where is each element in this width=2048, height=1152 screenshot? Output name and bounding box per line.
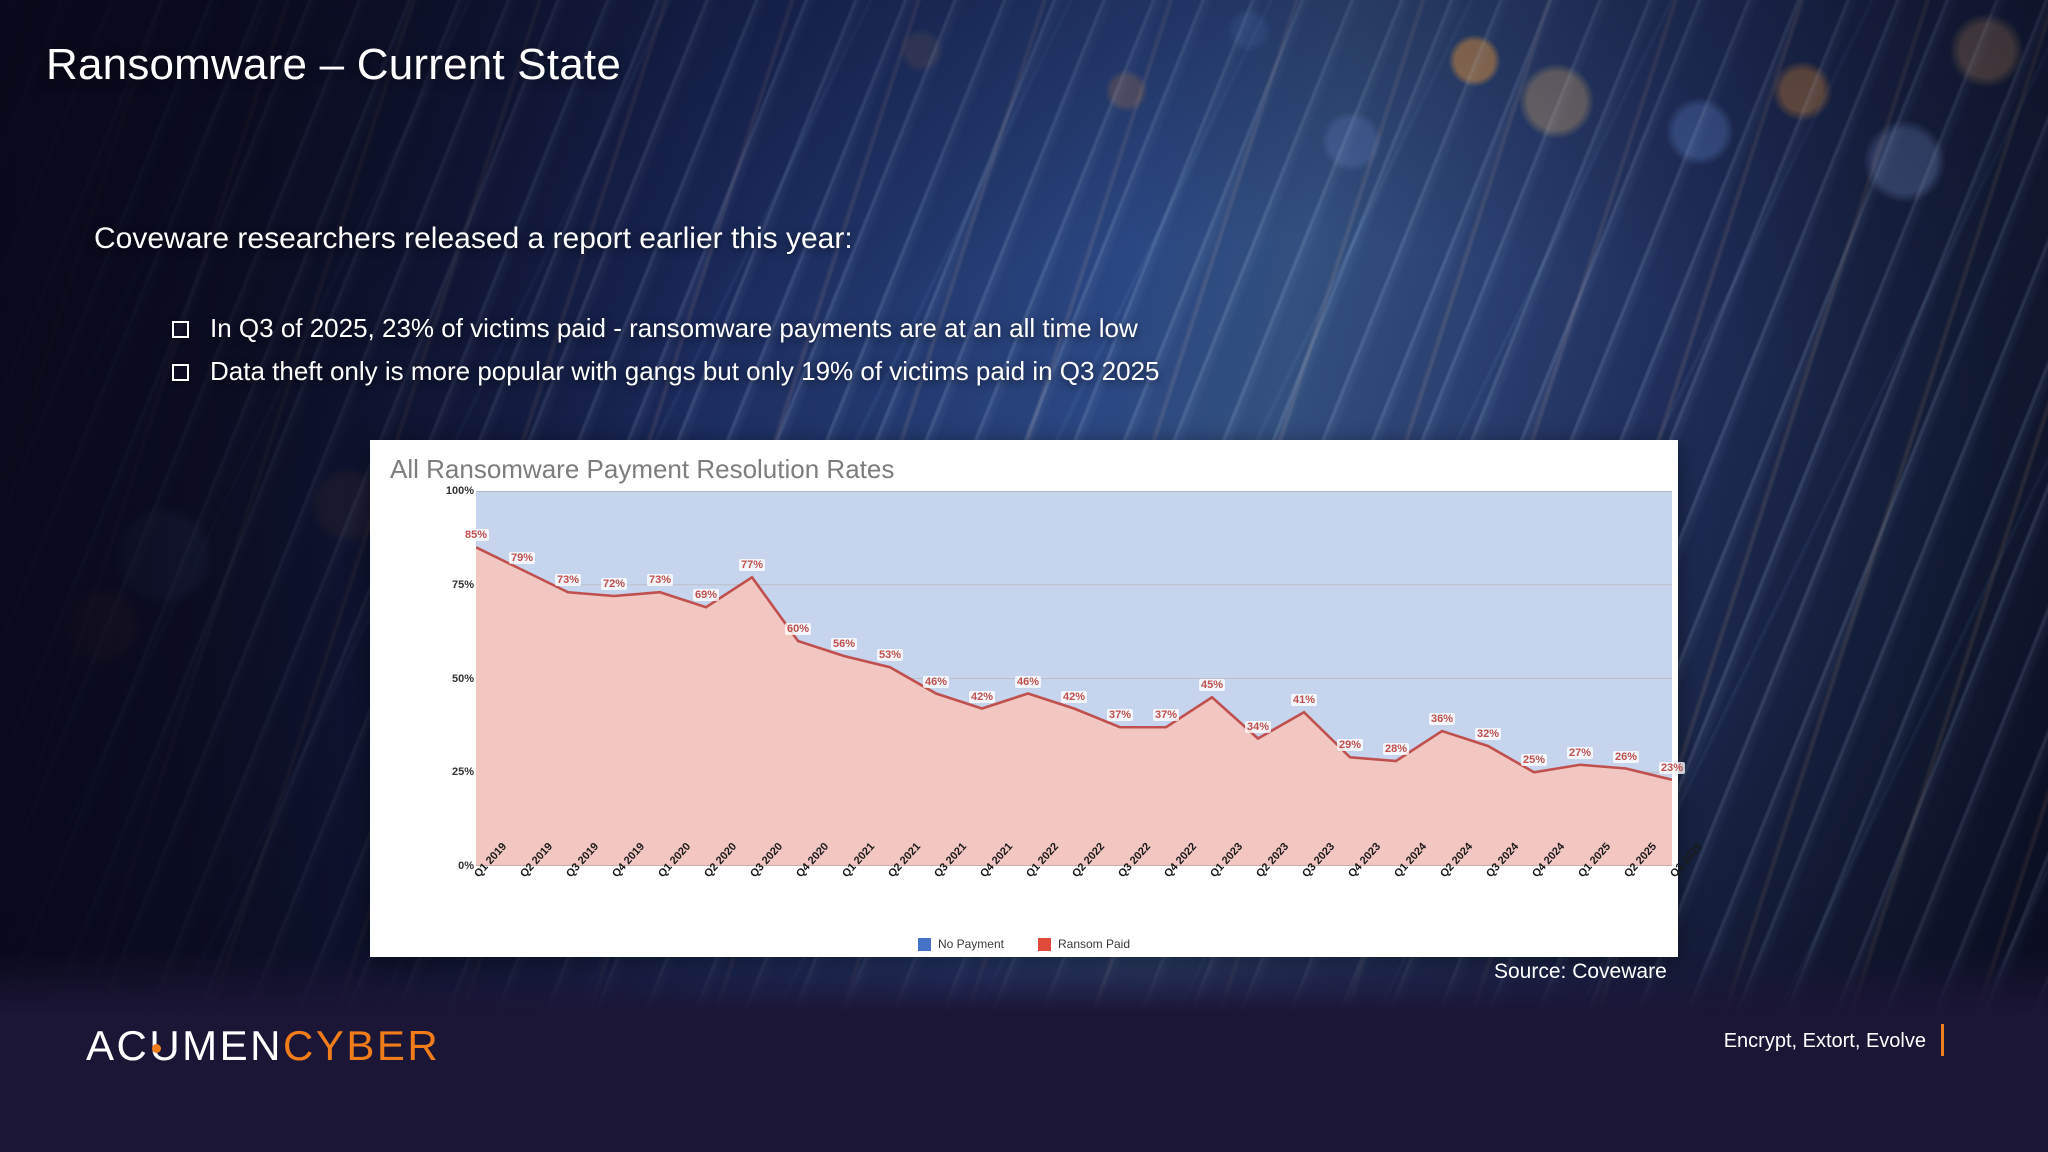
chart-plot-area: 0% 25% 50% 75% 100% Q1 2019 Q2 2019 Q3 2019 Q4 … xyxy=(376,485,1705,946)
chart-card: All Ransomware Payment Resolution Rates … xyxy=(370,440,1705,957)
logo-dot-icon xyxy=(152,1044,161,1053)
bullet-text: Data theft only is more popular with gan… xyxy=(210,355,1160,386)
footer-tagline: Encrypt, Extort, Evolve xyxy=(1723,1030,1926,1052)
checkbox-bullet-icon xyxy=(172,363,189,381)
bullet-text: In Q3 of 2025, 23% of victims paid - ran… xyxy=(210,313,1138,343)
y-axis-tick-label: 75% xyxy=(451,578,474,591)
legend-swatch-icon xyxy=(917,937,931,951)
page-title: Ransomware – Current State xyxy=(46,40,622,89)
bullet-list: In Q3 of 2025, 23% of victims paid - ran… xyxy=(172,312,1160,398)
logo-secondary-text: CYBER xyxy=(283,1022,441,1069)
y-axis-tick-label: 50% xyxy=(451,672,474,685)
area-chart-svg xyxy=(476,491,1672,866)
intro-paragraph: Coveware researchers released a report e… xyxy=(94,222,853,255)
y-axis-tick-label: 100% xyxy=(445,485,474,497)
footer-gradient-fade xyxy=(0,950,2048,1010)
list-item: Data theft only is more popular with gan… xyxy=(172,355,1160,389)
ransom-paid-line xyxy=(476,546,1672,782)
footer-band xyxy=(0,1010,2048,1152)
chart-legend: No Payment Ransom Paid xyxy=(370,937,1678,951)
y-axis-tick-label: 25% xyxy=(451,766,474,779)
source-note: Source: Coveware xyxy=(1494,960,1667,983)
legend-label: No Payment xyxy=(937,937,1004,951)
legend-swatch-icon xyxy=(1037,937,1051,951)
logo-primary-text: ACUMEN xyxy=(86,1022,284,1069)
checkbox-bullet-icon xyxy=(172,321,189,338)
ransom-paid-area xyxy=(476,547,1672,866)
tagline-accent-bar xyxy=(1941,1024,1944,1056)
legend-item[interactable]: No Payment xyxy=(917,937,1004,951)
legend-label: Ransom Paid xyxy=(1057,937,1131,951)
chart-title: All Ransomware Payment Resolution Rates xyxy=(390,454,895,484)
chart-canvas xyxy=(476,491,1672,866)
acumen-cyber-logo[interactable]: ACUMEN CYBER xyxy=(86,1022,440,1070)
y-axis-tick-label: 0% xyxy=(458,860,474,872)
list-item: In Q3 of 2025, 23% of victims paid - ran… xyxy=(172,312,1160,346)
legend-item[interactable]: Ransom Paid xyxy=(1037,937,1131,951)
